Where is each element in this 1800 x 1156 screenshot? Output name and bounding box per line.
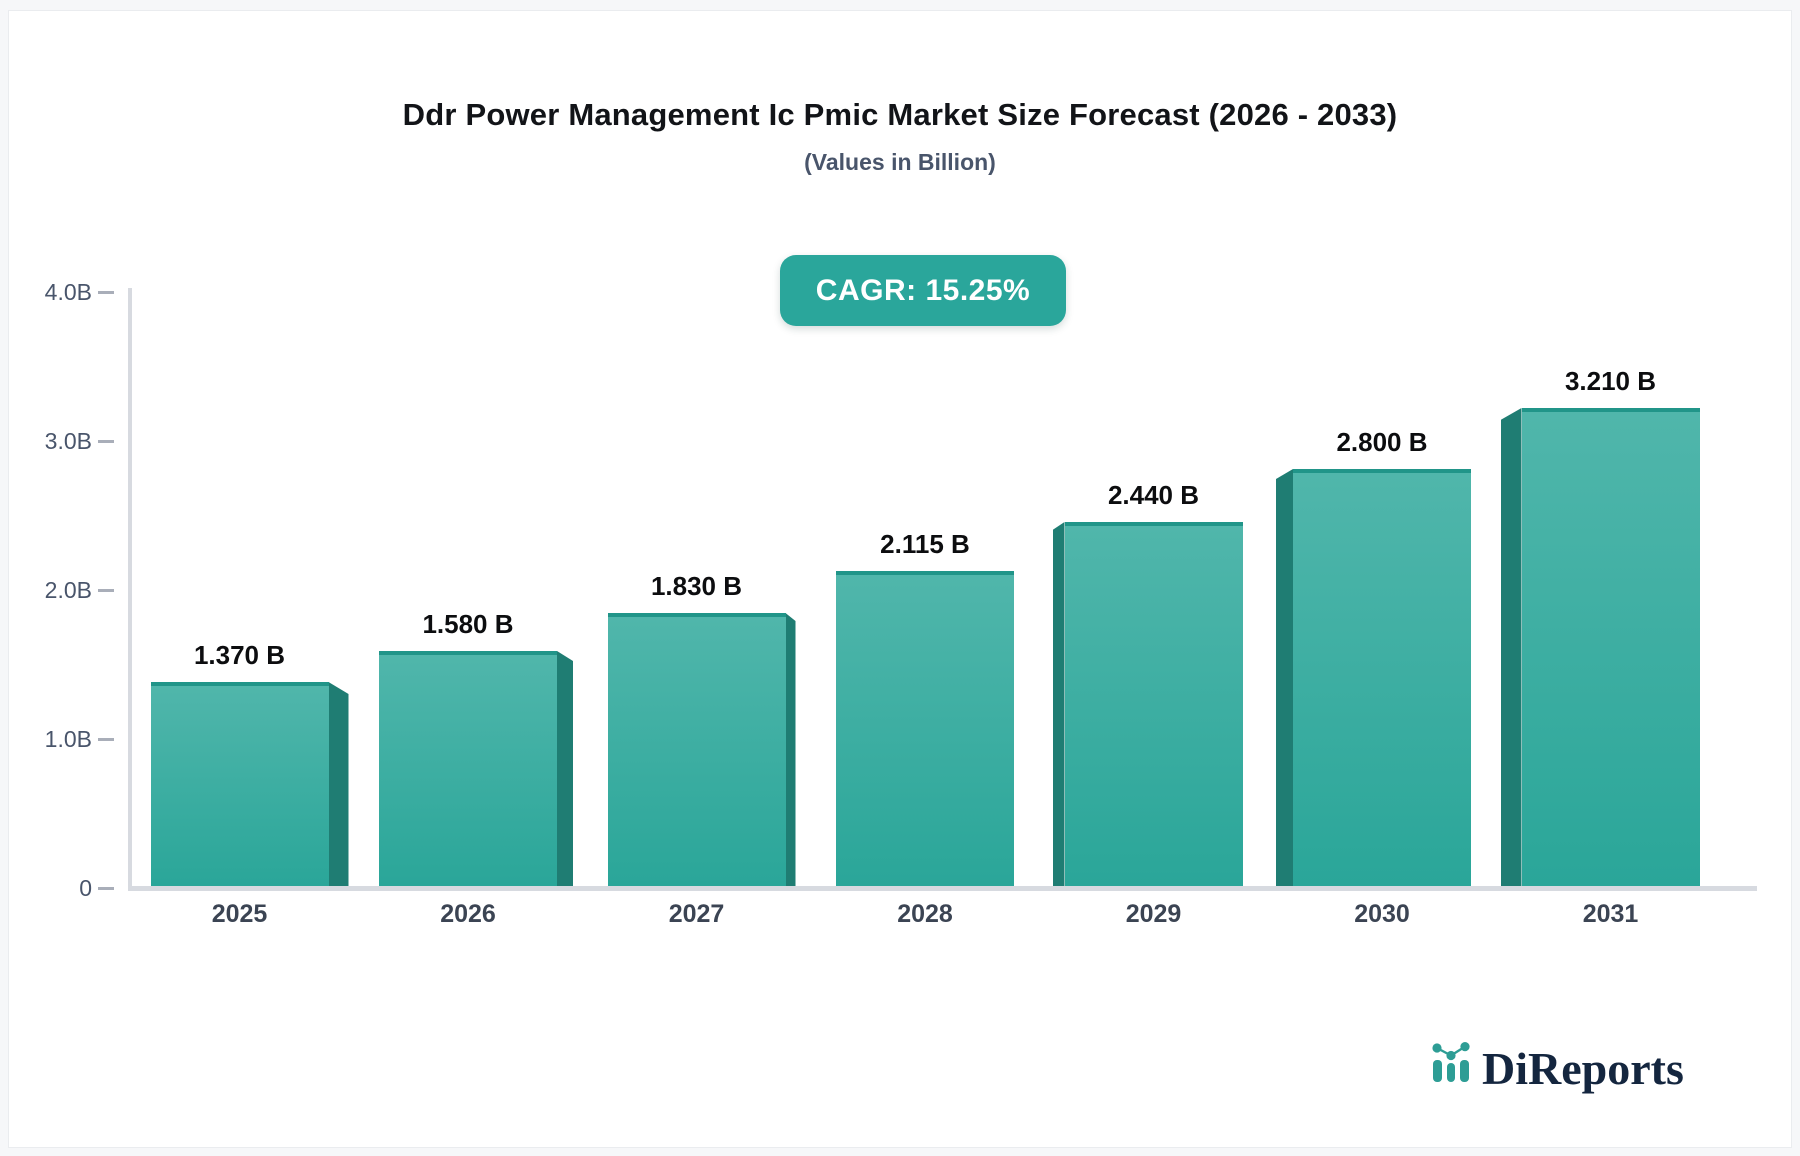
bar-chart-trend-icon (1432, 1042, 1470, 1082)
y-tick-mark (98, 440, 114, 443)
bar-value-label-2025: 1.370 B (193, 640, 286, 670)
y-axis-line (128, 288, 132, 888)
bar-side-2027 (785, 613, 796, 886)
bar-value-label-2030: 2.800 B (1336, 427, 1428, 457)
y-tick-mark (98, 291, 114, 294)
bar-value-label-2031: 3.210 B (1564, 366, 1657, 396)
bar-2030 (1293, 469, 1471, 886)
cagr-badge: CAGR: 15.25% (780, 255, 1066, 326)
direports-logo-text: DiReports (1482, 1043, 1684, 1094)
cagr-badge-label: CAGR: 15.25% (815, 273, 1031, 307)
bar-side-2031 (1500, 408, 1522, 886)
bar-value-label-2028: 2.115 B (880, 529, 970, 559)
bar-side-2029 (1052, 522, 1065, 886)
y-tick-label-0: 0 (79, 875, 92, 901)
bar-value-label-2026: 1.580 B (422, 609, 514, 639)
bar-2029 (1064, 522, 1243, 886)
x-axis-label-2026: 2026 (440, 900, 496, 928)
x-axis-baseline (128, 886, 1757, 891)
bar-side-2026 (557, 651, 573, 886)
chart-title: Ddr Power Management Ic Pmic Market Size… (402, 97, 1398, 132)
y-tick-mark (98, 887, 114, 890)
bar-value-label-2027: 1.830 B (650, 571, 743, 601)
x-axis-label-2025: 2025 (211, 900, 268, 928)
x-axis-label-2029: 2029 (1125, 900, 1182, 928)
x-axis-label-2030: 2030 (1354, 900, 1410, 928)
bar-side-2025 (328, 682, 349, 886)
y-tick-label-2.0B: 2.0B (44, 577, 92, 603)
x-axis-label-2028: 2028 (897, 900, 953, 928)
y-tick-mark (98, 589, 114, 592)
bar-2031 (1521, 408, 1700, 886)
bar-value-label-2029: 2.440 B (1107, 480, 1200, 510)
bar-2028 (836, 571, 1014, 886)
x-axis-label-2031: 2031 (1582, 900, 1639, 928)
y-tick-mark (98, 738, 114, 741)
chart-subtitle: (Values in Billion) (804, 149, 996, 175)
bar-2026 (379, 651, 557, 886)
y-tick-label-4.0B: 4.0B (44, 279, 92, 305)
y-tick-label-3.0B: 3.0B (44, 428, 92, 454)
bar-side-2030 (1276, 469, 1293, 886)
bar-2027 (607, 613, 786, 886)
x-axis-label-2027: 2027 (668, 900, 725, 928)
bar-2025 (150, 682, 329, 886)
y-tick-label-1.0B: 1.0B (44, 726, 92, 752)
